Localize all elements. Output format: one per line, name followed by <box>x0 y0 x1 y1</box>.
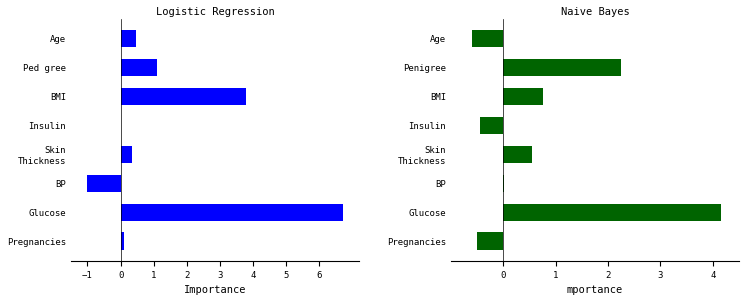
Bar <box>471 30 504 47</box>
Bar <box>87 175 121 192</box>
Bar <box>121 88 246 105</box>
X-axis label: mportance: mportance <box>567 285 623 295</box>
Bar <box>504 146 532 163</box>
Bar <box>480 117 504 134</box>
Bar <box>121 204 342 221</box>
Bar <box>121 59 157 76</box>
Bar <box>121 233 124 250</box>
Bar <box>504 88 542 105</box>
Bar <box>121 146 132 163</box>
Bar <box>504 204 721 221</box>
X-axis label: Importance: Importance <box>184 285 246 295</box>
Bar <box>477 233 504 250</box>
Title: Logistic Regression: Logistic Regression <box>156 7 275 17</box>
Bar <box>121 30 136 47</box>
Bar <box>504 59 621 76</box>
Title: Naive Bayes: Naive Bayes <box>560 7 630 17</box>
